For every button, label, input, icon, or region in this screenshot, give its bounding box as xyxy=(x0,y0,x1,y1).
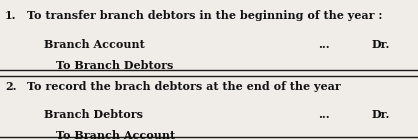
Text: ...: ... xyxy=(318,39,329,50)
Text: Branch Account: Branch Account xyxy=(44,39,145,50)
Text: Dr.: Dr. xyxy=(372,109,390,120)
Text: Dr.: Dr. xyxy=(372,39,390,50)
Text: To Branch Account: To Branch Account xyxy=(56,130,176,140)
Text: Branch Debtors: Branch Debtors xyxy=(44,109,143,120)
Text: ...: ... xyxy=(318,109,329,120)
Text: To record the brach debtors at the end of the year: To record the brach debtors at the end o… xyxy=(27,81,341,92)
Text: To transfer branch debtors in the beginning of the year :: To transfer branch debtors in the beginn… xyxy=(27,10,382,21)
Text: 1.: 1. xyxy=(5,10,17,21)
Text: 2.: 2. xyxy=(5,81,17,92)
Text: To Branch Debtors: To Branch Debtors xyxy=(56,60,174,71)
